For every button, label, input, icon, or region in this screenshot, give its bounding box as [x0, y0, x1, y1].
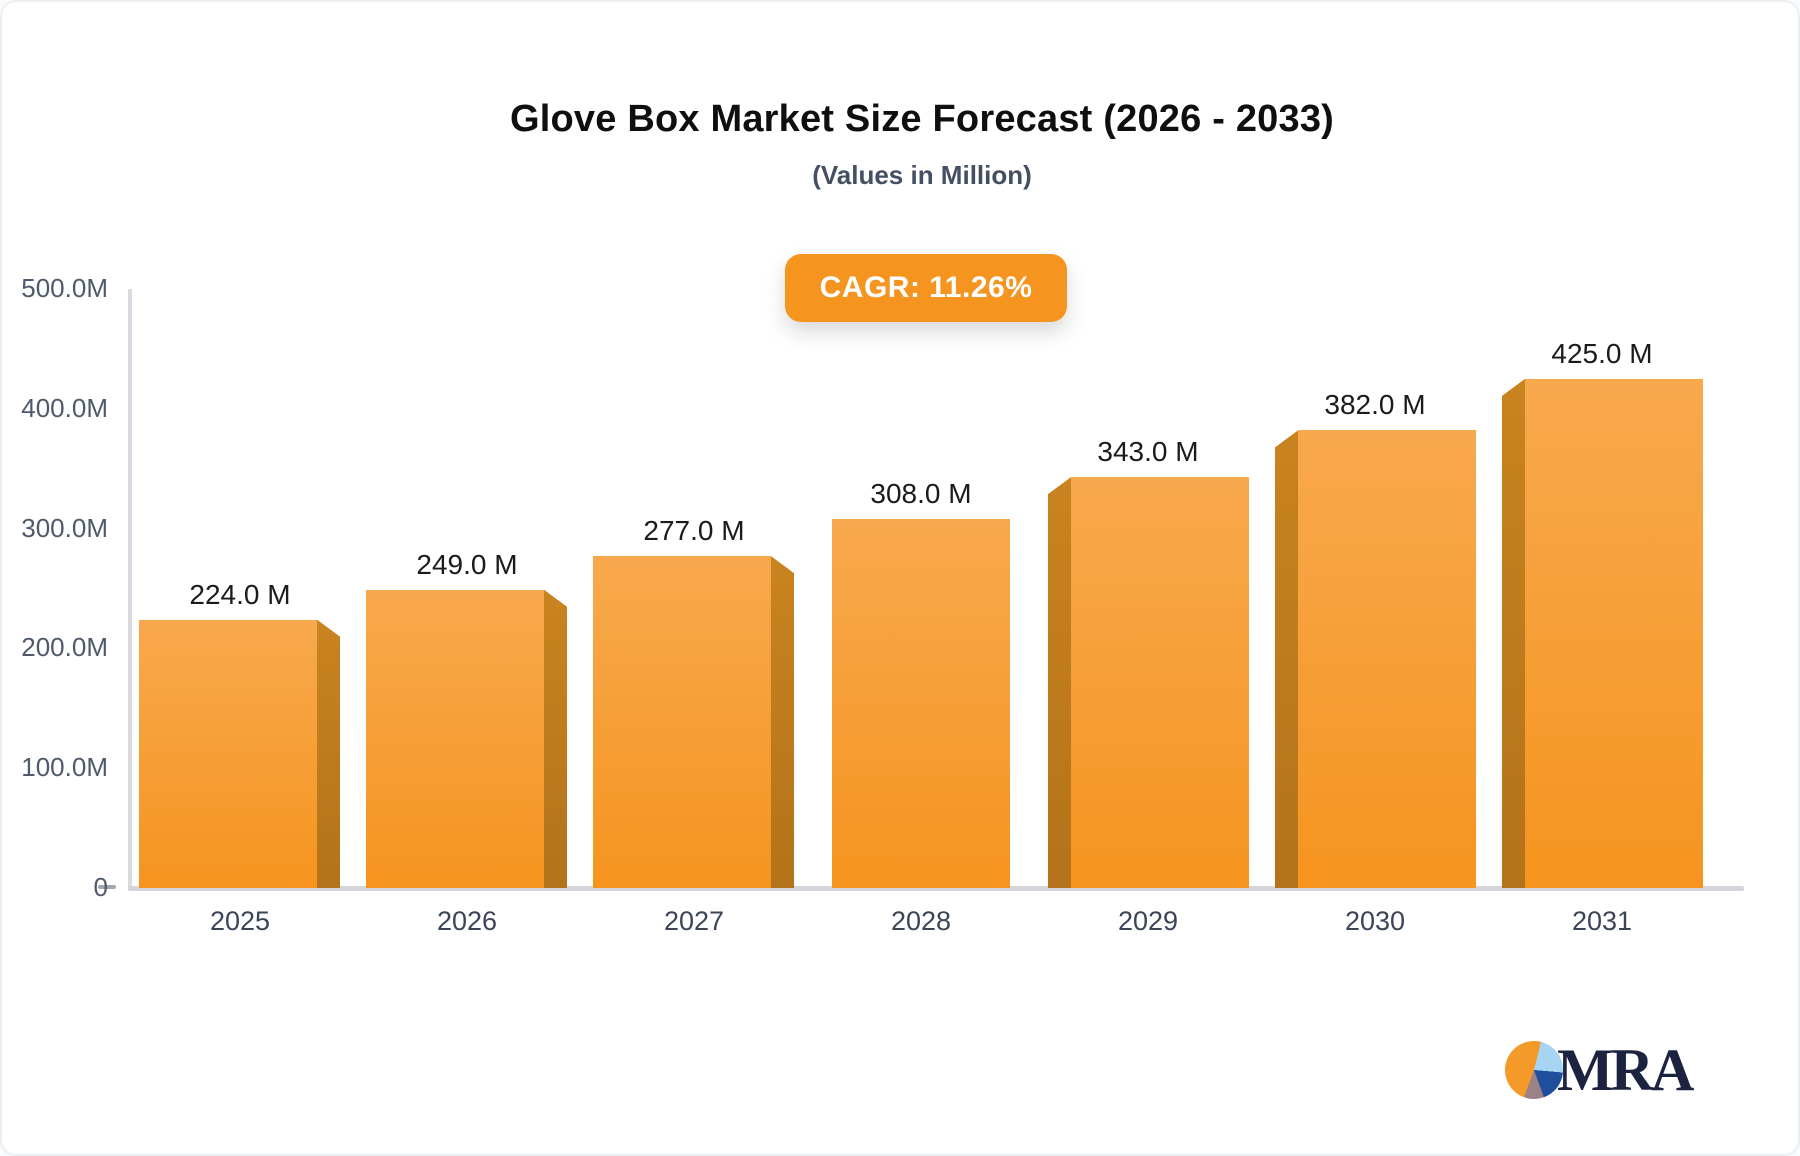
bar-2030	[1298, 430, 1476, 888]
bar-2025	[139, 619, 317, 888]
chart-subtitle: (Values in Million)	[812, 160, 1032, 190]
bar-2029	[1071, 477, 1249, 888]
x-tick-label: 2027	[663, 906, 725, 936]
x-tick-label: 2026	[436, 906, 498, 936]
y-tick-label: 100.0M	[21, 752, 108, 783]
x-tick-label: 2025	[209, 906, 271, 936]
x-tick-label: 2029	[1117, 906, 1179, 936]
y-tick-label: 300.0M	[21, 512, 108, 543]
y-tick-label: 0	[93, 872, 108, 902]
bar-value-label: 343.0 M	[1097, 436, 1199, 468]
bar-2026	[366, 589, 544, 888]
bar-value-label: 308.0 M	[870, 478, 972, 510]
bar-3d-side	[1502, 378, 1525, 888]
y-axis-line	[128, 289, 132, 888]
y-tick-label: 200.0M	[21, 632, 108, 663]
bar-2028	[832, 519, 1010, 888]
bar-value-label: 277.0 M	[643, 515, 745, 547]
x-tick-label: 2030	[1344, 906, 1406, 936]
bar-3d-side	[771, 556, 794, 888]
bar-2031	[1525, 378, 1703, 888]
bar-value-label: 425.0 M	[1551, 337, 1653, 369]
x-axis-baseline	[128, 886, 1744, 891]
bar-value-label: 382.0 M	[1324, 389, 1426, 421]
chart-title: Glove Box Market Size Forecast (2026 - 2…	[509, 98, 1335, 140]
logo-text: MRA	[1557, 1037, 1694, 1103]
bar-2027	[593, 556, 771, 888]
cagr-badge: CAGR: 11.26%	[785, 254, 1067, 322]
mra-logo: MRA	[1505, 1037, 1694, 1103]
bar-3d-side	[544, 589, 567, 888]
x-tick-label: 2031	[1571, 906, 1633, 936]
y-tick-label: 500.0M	[21, 273, 108, 303]
bar-3d-side	[317, 619, 340, 888]
bar-value-label: 249.0 M	[416, 548, 518, 580]
zero-tick-mark	[98, 885, 116, 889]
bar-3d-side	[1275, 430, 1298, 888]
pie-chart-logo-icon	[1505, 1041, 1563, 1099]
x-tick-label: 2028	[890, 906, 952, 936]
bar-3d-side	[1048, 477, 1071, 888]
y-tick-label: 400.0M	[21, 392, 108, 423]
bar-value-label: 224.0 M	[189, 578, 291, 610]
